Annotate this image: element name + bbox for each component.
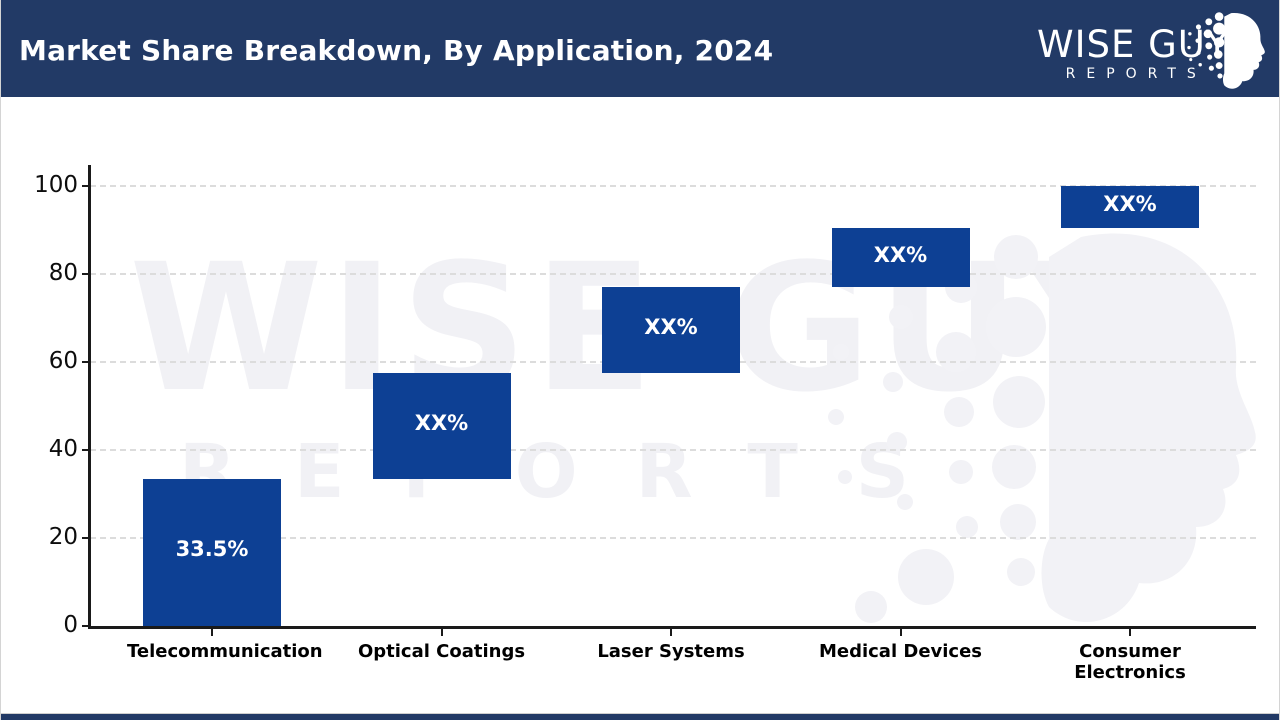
gridline-y40: [90, 449, 1256, 451]
y-tick-mark: [82, 449, 90, 451]
chart-canvas: WISE GUY REPORTS 0 20 40 60 80 100 33.5% Teleco…: [1, 97, 1279, 714]
x-tick-mark: [211, 628, 213, 636]
gridline-y20: [90, 537, 1256, 539]
bar-value-label: 33.5%: [175, 537, 249, 562]
bar-optical-coatings: [372, 373, 511, 479]
wise-guy-logo: WISE GUY REPORTS: [1009, 6, 1269, 94]
bar-value-label: XX%: [1103, 191, 1157, 216]
x-category-label: Optical Coatings: [357, 641, 526, 662]
bar-value-label: XX%: [414, 410, 469, 435]
x-tick-mark: [899, 628, 902, 636]
bar-telecommunication: [143, 478, 281, 626]
page-title: Market Share Breakdown, By Application, …: [19, 34, 774, 67]
bar-consumer-electronics: [1061, 186, 1199, 228]
gridline-y100: [90, 185, 1256, 187]
y-tick-mark: [82, 625, 90, 627]
y-tick-mark: [82, 185, 90, 187]
bar-laser-systems: [602, 287, 740, 373]
x-category-label: Consumer Electronics: [1074, 641, 1186, 683]
footer-strip: [1, 714, 1279, 720]
waterfall-chart: 0 20 40 60 80 100 33.5% Telecommunication XX% Opt…: [1, 97, 1279, 714]
x-category-label: Medical Devices: [818, 641, 983, 662]
y-tick-mark: [82, 273, 90, 275]
y-tick-label: 80: [48, 260, 78, 286]
y-tick-label: 100: [34, 172, 78, 198]
bar-value-label: XX%: [873, 242, 928, 267]
logo-subtitle: REPORTS: [1065, 66, 1207, 82]
watermark-subtitle: REPORTS: [179, 429, 968, 515]
logo-wordmark: WISE GUY: [1037, 23, 1230, 66]
y-tick-mark: [82, 537, 90, 539]
y-axis-spine: [88, 165, 91, 628]
x-axis-spine: [88, 626, 1256, 629]
gridline-y80: [90, 273, 1256, 275]
y-tick-label: 0: [63, 612, 78, 638]
y-tick-label: 60: [48, 348, 78, 374]
logo-head-icon: [1187, 12, 1265, 89]
y-tick-mark: [82, 361, 90, 363]
logo-text: WISE GUY REPORTS: [1037, 26, 1229, 82]
x-tick-mark: [670, 628, 672, 636]
watermark-head-icon: [828, 233, 1256, 623]
x-tick-mark: [440, 628, 443, 636]
y-tick-label: 40: [48, 436, 78, 462]
x-category-label: Telecommunication: [127, 641, 323, 662]
bar-medical-devices: [831, 227, 970, 288]
y-tick-label: 20: [48, 524, 78, 550]
x-tick-mark: [1129, 628, 1131, 636]
bar-value-label: XX%: [644, 315, 698, 340]
x-category-label: Laser Systems: [597, 641, 745, 662]
header-band: Market Share Breakdown, By Application, …: [1, 0, 1279, 97]
